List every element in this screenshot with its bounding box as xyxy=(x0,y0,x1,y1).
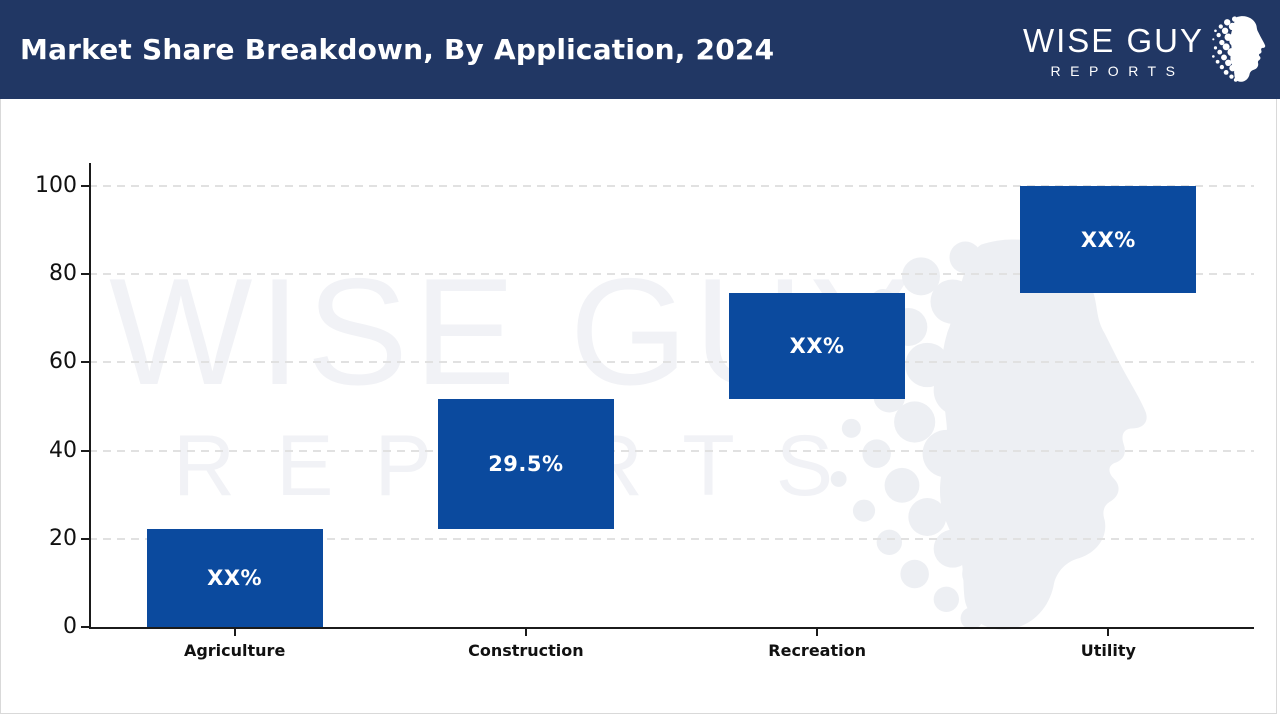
bar-value-label-utility: XX% xyxy=(1080,227,1136,252)
x-tick-mark-utility xyxy=(1107,629,1110,636)
bar-value-label-construction: 29.5% xyxy=(488,452,564,477)
bar-value-label-agriculture: XX% xyxy=(207,566,263,591)
x-tick-mark-construction xyxy=(524,629,527,636)
chart-title: Market Share Breakdown, By Application, … xyxy=(20,33,775,66)
plot-area: 0 20 40 60 80 100 XX% Agriculture 29.5% Construct… xyxy=(1,99,1276,713)
bar-value-label-recreation: XX% xyxy=(789,334,845,359)
y-tick-mark-60 xyxy=(81,361,89,364)
y-tick-mark-0 xyxy=(81,626,89,628)
brand-subtitle: REPORTS xyxy=(1050,62,1185,79)
gridline-y-100 xyxy=(89,185,1254,187)
header-bar: Market Share Breakdown, By Application, … xyxy=(0,0,1280,99)
y-tick-label-60: 60 xyxy=(49,349,77,375)
gridline-y-20 xyxy=(89,537,1254,540)
x-tick-mark-agriculture xyxy=(233,629,236,636)
y-tick-mark-20 xyxy=(81,537,89,540)
y-tick-mark-100 xyxy=(81,185,89,187)
gridline-y-60 xyxy=(89,361,1254,364)
bar-utility: XX% xyxy=(1020,186,1197,294)
bar-agriculture: XX% xyxy=(146,529,323,627)
x-category-label-agriculture: Agriculture xyxy=(183,641,286,660)
y-tick-mark-80 xyxy=(81,273,89,276)
x-category-label-utility: Utility xyxy=(1080,641,1136,660)
y-tick-label-20: 20 xyxy=(49,525,77,551)
y-axis-spine xyxy=(89,163,91,629)
x-axis-spine xyxy=(89,627,1254,629)
gridline-y-40 xyxy=(89,449,1254,452)
y-tick-label-100: 100 xyxy=(35,173,77,198)
gridline-y-80 xyxy=(89,273,1254,276)
x-category-label-recreation: Recreation xyxy=(768,641,866,660)
bar-construction: 29.5% xyxy=(437,399,614,530)
y-tick-label-0: 0 xyxy=(63,614,77,639)
x-category-label-construction: Construction xyxy=(468,641,584,660)
y-tick-label-80: 80 xyxy=(49,261,77,287)
y-tick-mark-40 xyxy=(81,449,89,452)
brand-text: WISE GUY REPORTS xyxy=(1023,22,1204,79)
brand-logo: WISE GUY REPORTS xyxy=(1023,7,1272,93)
brand-name: WISE GUY xyxy=(1022,21,1204,59)
y-tick-label-40: 40 xyxy=(49,437,77,463)
bar-recreation: XX% xyxy=(729,293,906,399)
chart-canvas: WISE GUY REPORTS 020406080100XX%Agricult… xyxy=(0,99,1277,714)
wiseguy-face-logo-icon xyxy=(1212,16,1266,82)
x-tick-mark-recreation xyxy=(816,629,819,636)
